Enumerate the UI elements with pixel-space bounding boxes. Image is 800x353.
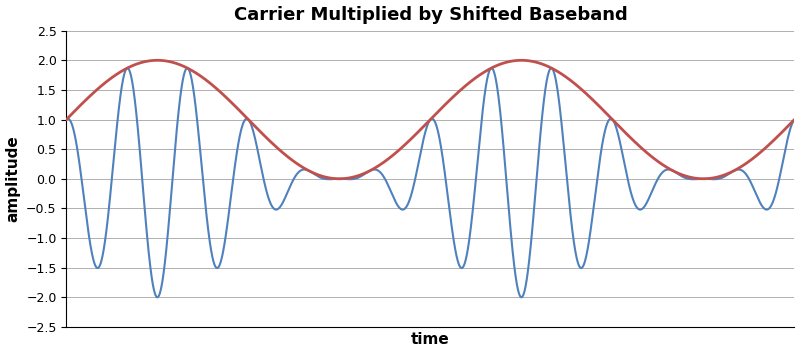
Title: Carrier Multiplied by Shifted Baseband: Carrier Multiplied by Shifted Baseband xyxy=(234,6,627,24)
Y-axis label: amplitude: amplitude xyxy=(6,136,21,222)
X-axis label: time: time xyxy=(411,333,450,347)
